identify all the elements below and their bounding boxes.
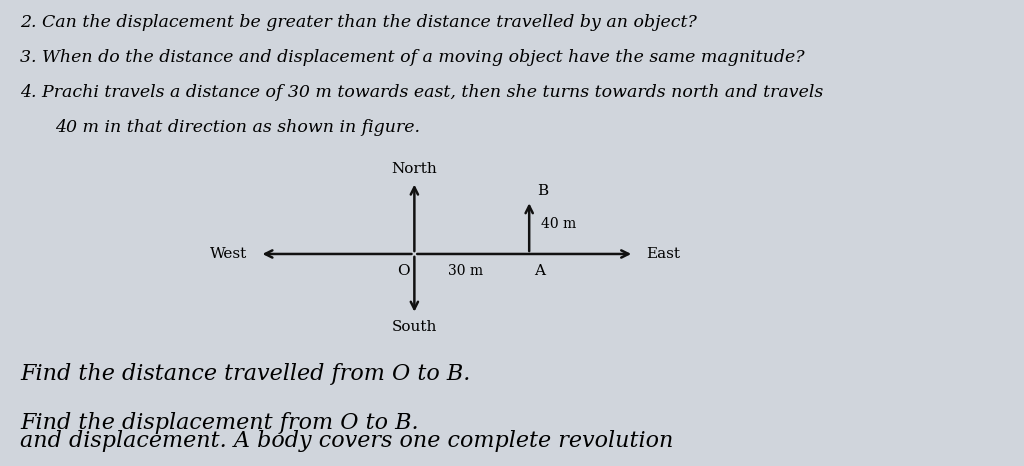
Text: O: O [396, 264, 410, 278]
Text: South: South [392, 320, 437, 334]
Text: East: East [646, 247, 680, 261]
Text: and displacement. A body covers one complete revolution: and displacement. A body covers one comp… [20, 430, 674, 452]
Text: 40 m: 40 m [541, 218, 577, 232]
Text: A: A [535, 264, 545, 278]
Text: 3. When do the distance and displacement of a moving object have the same magnit: 3. When do the distance and displacement… [20, 49, 805, 66]
Text: West: West [210, 247, 248, 261]
Text: 30 m: 30 m [449, 264, 483, 278]
Text: 40 m in that direction as shown in figure.: 40 m in that direction as shown in figur… [55, 119, 420, 136]
Text: B: B [538, 184, 548, 198]
Text: 2. Can the displacement be greater than the distance travelled by an object?: 2. Can the displacement be greater than … [20, 14, 697, 31]
Text: 4. Prachi travels a distance of 30 m towards east, then she turns towards north : 4. Prachi travels a distance of 30 m tow… [20, 84, 823, 101]
Text: North: North [391, 162, 437, 176]
Text: Find the displacement from O to B.: Find the displacement from O to B. [20, 412, 419, 434]
Text: Find the distance travelled from O to B.: Find the distance travelled from O to B. [20, 363, 470, 385]
